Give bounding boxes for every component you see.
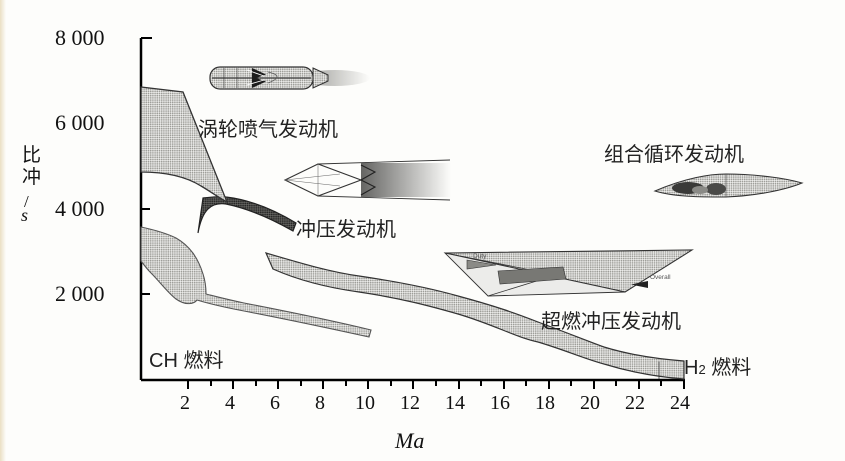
svg-text:Overall: Overall <box>650 274 671 281</box>
svg-text:Duty: Duty <box>473 253 487 260</box>
